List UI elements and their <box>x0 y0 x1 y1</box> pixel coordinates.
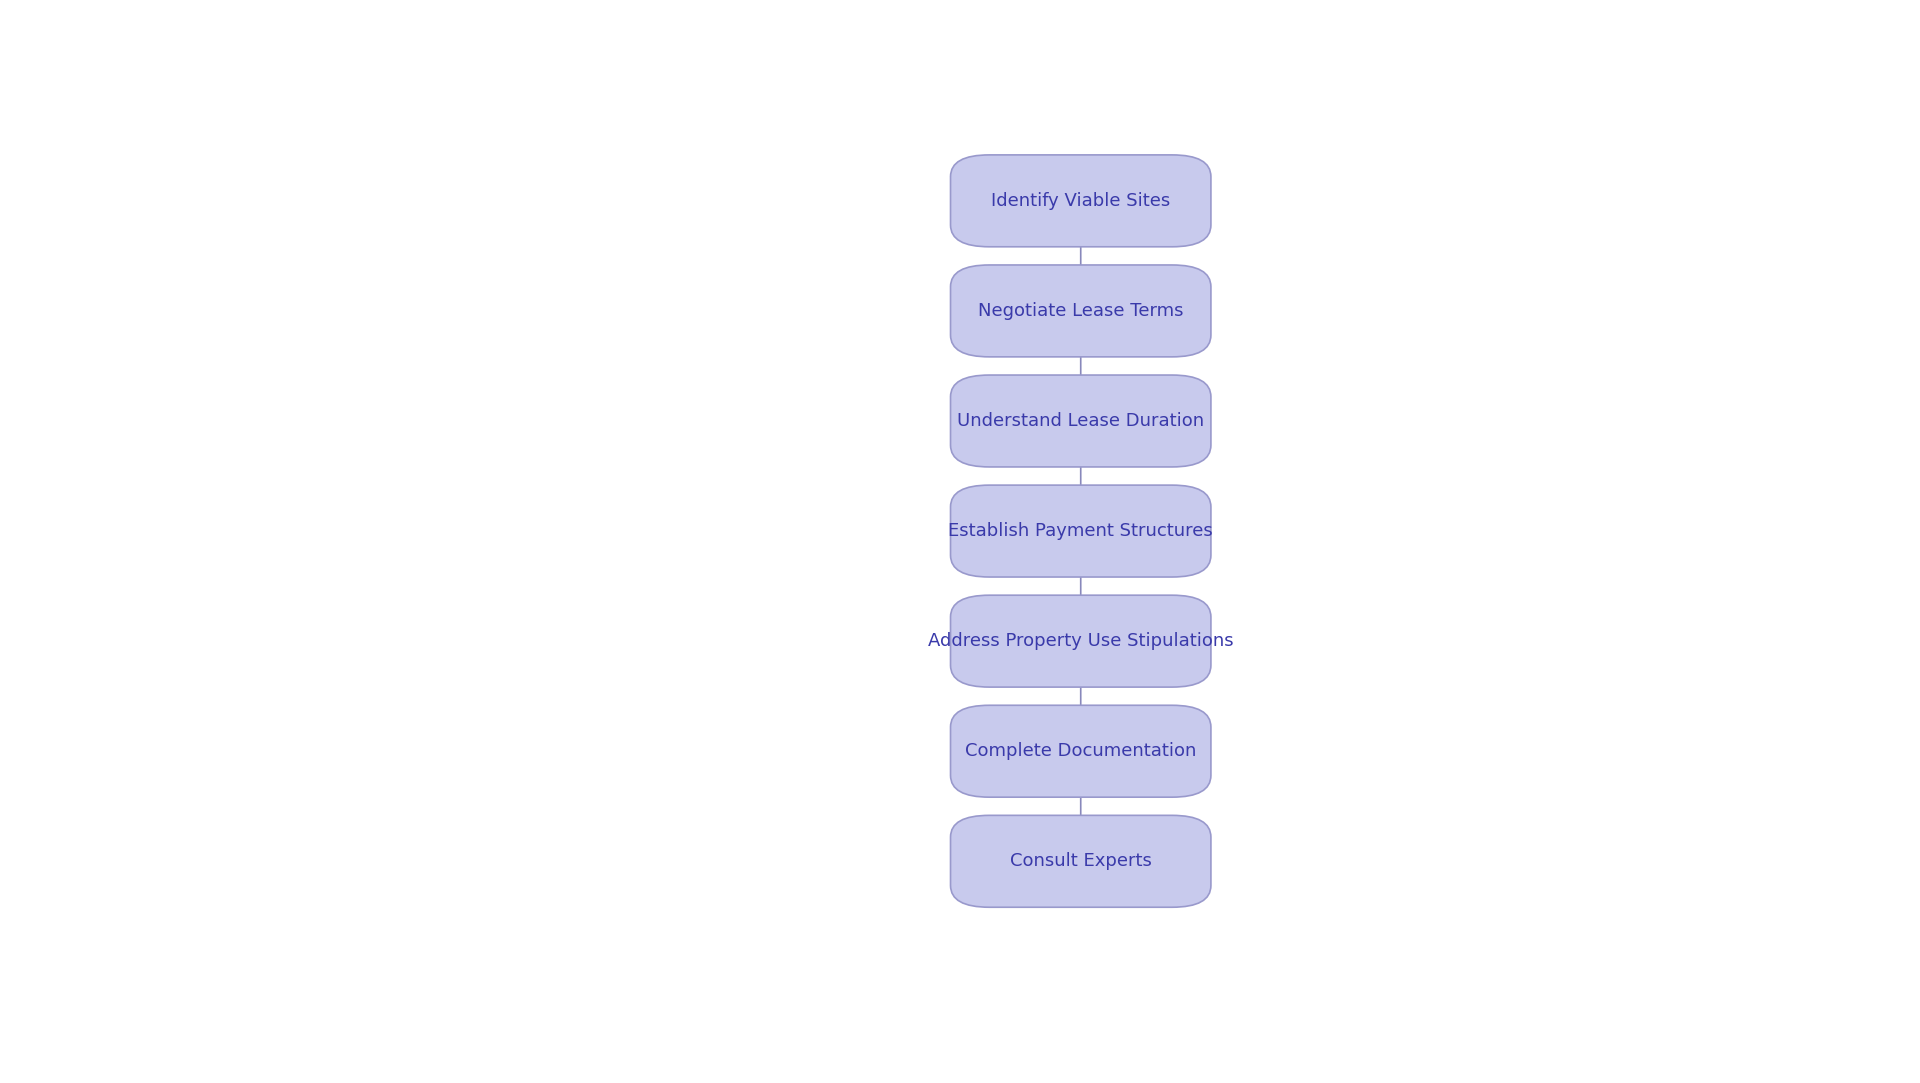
Text: Address Property Use Stipulations: Address Property Use Stipulations <box>927 632 1233 650</box>
Text: Identify Viable Sites: Identify Viable Sites <box>991 192 1171 210</box>
FancyBboxPatch shape <box>950 485 1212 577</box>
Text: Consult Experts: Consult Experts <box>1010 852 1152 871</box>
FancyBboxPatch shape <box>950 265 1212 357</box>
FancyBboxPatch shape <box>950 596 1212 687</box>
FancyBboxPatch shape <box>950 155 1212 247</box>
FancyBboxPatch shape <box>950 375 1212 467</box>
FancyBboxPatch shape <box>950 705 1212 797</box>
Text: Complete Documentation: Complete Documentation <box>966 742 1196 760</box>
FancyBboxPatch shape <box>950 815 1212 908</box>
Text: Establish Payment Structures: Establish Payment Structures <box>948 522 1213 540</box>
Text: Understand Lease Duration: Understand Lease Duration <box>958 412 1204 430</box>
Text: Negotiate Lease Terms: Negotiate Lease Terms <box>977 302 1183 319</box>
